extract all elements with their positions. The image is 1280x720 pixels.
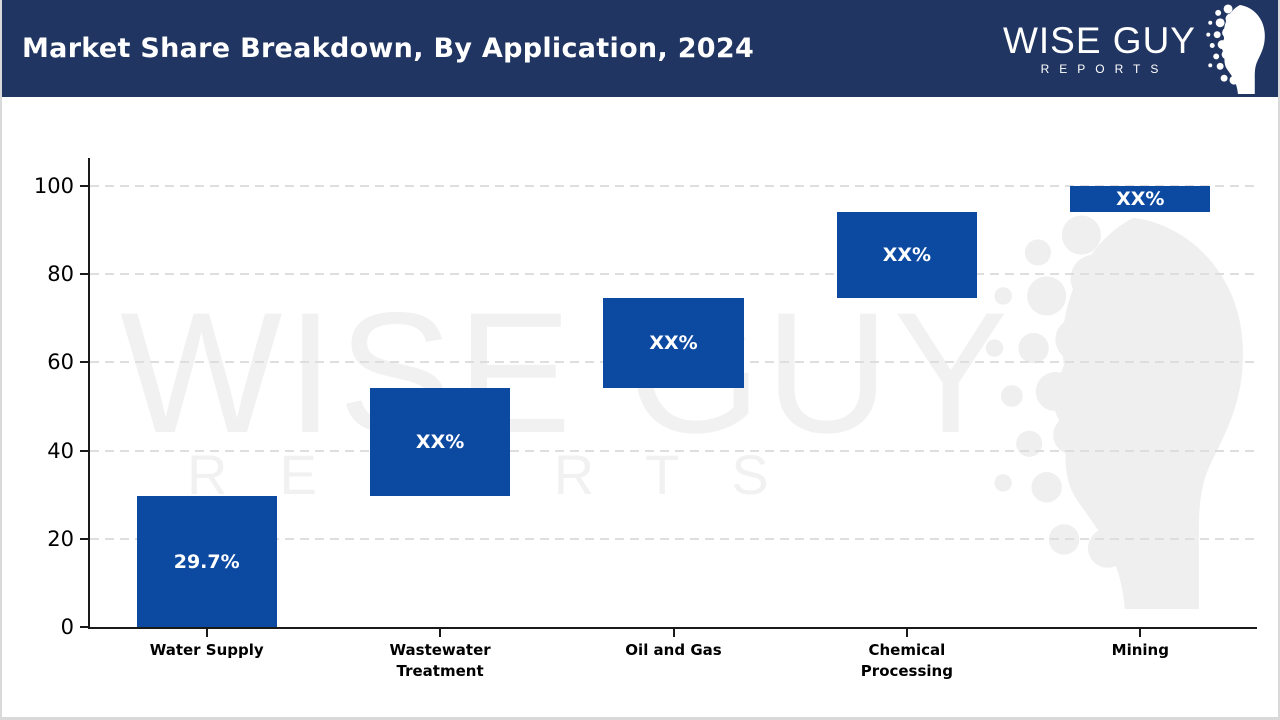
bar-oil-and-gas: XX% <box>603 298 744 388</box>
y-tick-mark-40 <box>80 449 88 452</box>
bar-value-label-wastewater-treatment: XX% <box>415 430 465 453</box>
y-tick-label-100: 100 <box>33 174 74 198</box>
logo-subtext: REPORTS <box>1040 61 1169 76</box>
x-tick-mark-mining <box>1139 629 1142 637</box>
bar-value-label-mining: XX% <box>1116 187 1165 210</box>
y-tick-mark-0 <box>80 626 88 628</box>
y-tick-label-0: 0 <box>60 615 74 639</box>
wiseguy-logo-text: WISE GUY REPORTS <box>1003 22 1196 76</box>
y-tick-label-60: 60 <box>47 350 74 375</box>
y-tick-mark-100 <box>80 185 88 187</box>
x-tick-label-mining: Mining <box>1111 641 1169 659</box>
y-tick-label-20: 20 <box>47 526 74 551</box>
bar-value-label-water-supply: 29.7% <box>173 550 240 573</box>
x-tick-mark-oil-and-gas <box>672 629 675 637</box>
bar-water-supply: 29.7% <box>136 496 277 627</box>
x-tick-mark-chemical-processing <box>905 629 908 637</box>
y-tick-mark-20 <box>80 537 88 540</box>
x-tick-mark-water-supply <box>205 629 208 637</box>
y-tick-label-40: 40 <box>47 438 74 463</box>
bar-mining: XX% <box>1070 186 1211 212</box>
gridline-80 <box>90 273 1257 276</box>
x-tick-label-oil-and-gas: Oil and Gas <box>625 641 722 659</box>
bar-value-label-oil-and-gas: XX% <box>649 331 698 354</box>
x-tick-label-chemical-processing: Chemical Processing <box>860 641 953 680</box>
x-tick-mark-wastewater-treatment <box>439 629 442 637</box>
x-tick-label-wastewater-treatment: Wastewater Treatment <box>389 641 491 680</box>
header: Market Share Breakdown, By Application, … <box>2 0 1278 97</box>
y-tick-label-80: 80 <box>47 262 74 287</box>
y-tick-mark-80 <box>80 273 88 276</box>
page-title: Market Share Breakdown, By Application, … <box>22 33 755 64</box>
gridline-100 <box>90 185 1257 187</box>
gridline-20 <box>90 537 1257 540</box>
y-tick-mark-60 <box>80 361 88 364</box>
bar-value-label-chemical-processing: XX% <box>882 243 932 266</box>
y-axis <box>88 158 90 629</box>
x-axis <box>88 627 1257 629</box>
logo-wordmark: WISE GUY <box>1002 19 1196 61</box>
wiseguy-head-icon <box>1198 3 1270 94</box>
gridline-40 <box>90 449 1257 452</box>
bar-chemical-processing: XX% <box>836 211 977 298</box>
wiseguy-logo: WISE GUY REPORTS <box>1003 0 1270 97</box>
x-tick-label-water-supply: Water Supply <box>149 641 264 659</box>
bar-wastewater-treatment: XX% <box>370 387 511 496</box>
